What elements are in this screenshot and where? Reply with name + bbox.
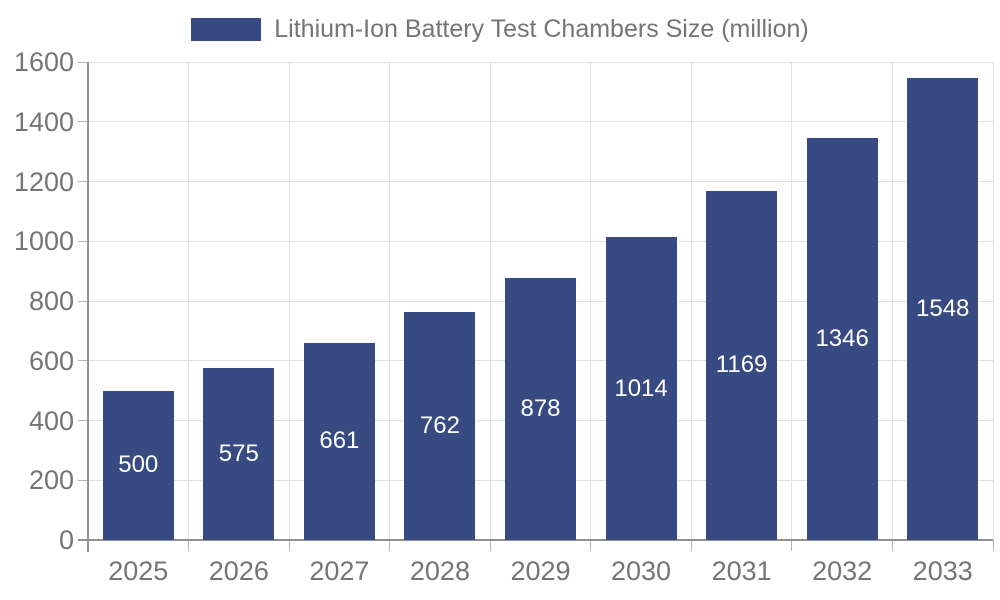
x-axis-tick [188, 540, 190, 551]
y-axis-tick-label: 800 [28, 286, 74, 316]
bar-2026[interactable]: 575 [203, 368, 275, 540]
bar-2031[interactable]: 1169 [706, 190, 778, 540]
x-axis-tick [791, 540, 793, 551]
bar-value-label: 661 [319, 427, 360, 455]
legend-swatch-icon [191, 17, 262, 41]
x-gridline [590, 62, 592, 540]
y-axis-tick-label: 0 [58, 525, 74, 555]
y-axis-tick [78, 360, 88, 362]
y-axis-tick-label: 1600 [13, 47, 74, 77]
bar-2027[interactable]: 661 [303, 342, 375, 540]
x-axis-tick [891, 540, 893, 551]
x-gridline [891, 62, 893, 540]
x-axis-tick-label: 2029 [510, 556, 571, 586]
y-axis-tick [78, 181, 88, 182]
bar-2032[interactable]: 1346 [806, 137, 878, 540]
y-axis-tick-label: 1400 [13, 106, 74, 137]
x-axis-tick [489, 540, 491, 551]
x-gridline [489, 62, 491, 540]
y-gridline [88, 61, 993, 63]
bar-value-label: 1346 [815, 324, 869, 352]
x-gridline [992, 62, 994, 540]
bar-2033[interactable]: 1548 [907, 77, 979, 540]
bar-value-label: 1548 [916, 294, 970, 322]
x-axis-tick-label: 2026 [208, 556, 269, 586]
x-axis-tick-label: 2028 [409, 556, 470, 586]
y-axis-tick-label: 1000 [13, 226, 74, 257]
x-axis-tick [389, 540, 391, 551]
x-gridline [288, 62, 290, 540]
y-gridline [88, 240, 993, 242]
x-axis-tick-label: 2030 [611, 556, 672, 586]
x-axis-line [78, 539, 993, 541]
y-axis-tick [78, 240, 88, 242]
bar-2025[interactable]: 500 [102, 390, 174, 540]
y-axis-tick-label: 400 [28, 405, 74, 436]
y-axis-tick [78, 61, 88, 63]
x-gridline [389, 62, 391, 540]
bar-value-label: 878 [520, 394, 561, 422]
x-axis-tick [690, 540, 692, 551]
bar-value-label: 762 [419, 412, 460, 440]
y-axis-tick-label: 200 [28, 465, 74, 496]
bar-value-label: 1014 [614, 374, 668, 402]
x-axis-tick-label: 2025 [108, 556, 169, 586]
x-axis-tick [288, 540, 290, 551]
y-axis-tick [78, 121, 88, 123]
bar-2028[interactable]: 762 [404, 312, 476, 540]
x-axis-tick [992, 540, 994, 551]
bar-value-label: 575 [218, 440, 259, 468]
y-axis-tick [78, 479, 88, 481]
y-axis-tick [78, 300, 88, 302]
y-axis-line [87, 62, 89, 552]
chart-legend[interactable]: Lithium-Ion Battery Test Chambers Size (… [0, 14, 1000, 44]
x-axis-tick-label: 2033 [912, 556, 973, 586]
x-gridline [188, 62, 190, 540]
x-gridline [791, 62, 793, 540]
x-axis-tick-label: 2032 [812, 556, 873, 586]
bar-2029[interactable]: 878 [505, 277, 576, 540]
y-axis-tick-label: 600 [28, 345, 74, 376]
x-axis-tick-label: 2031 [711, 556, 772, 586]
y-axis-tick [78, 420, 88, 421]
legend-label: Lithium-Ion Battery Test Chambers Size (… [274, 15, 809, 43]
y-gridline [88, 121, 993, 123]
bar-value-label: 1169 [715, 351, 768, 379]
bar-2030[interactable]: 1014 [605, 237, 677, 540]
x-axis-tick-label: 2027 [309, 556, 370, 586]
x-gridline [690, 62, 692, 540]
x-axis-tick [590, 540, 592, 551]
bar-value-label: 500 [118, 451, 159, 479]
y-axis-tick-label: 1200 [13, 166, 74, 197]
y-gridline [88, 181, 993, 182]
